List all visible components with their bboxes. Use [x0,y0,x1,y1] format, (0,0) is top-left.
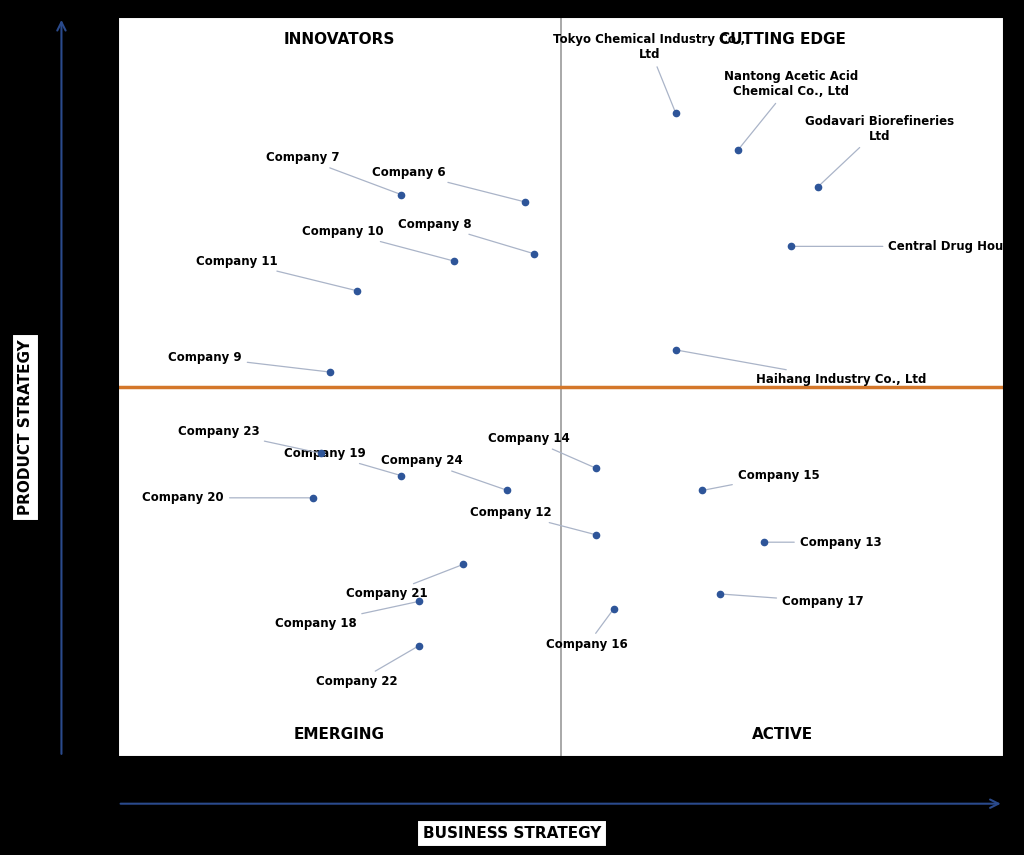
Text: Company 11: Company 11 [196,255,354,290]
Text: Central Drug House: Central Drug House [794,240,1019,253]
Text: Company 21: Company 21 [346,565,461,600]
Text: Company 14: Company 14 [487,432,594,467]
Text: Company 12: Company 12 [470,506,593,534]
Text: Company 9: Company 9 [168,351,328,372]
Text: Godavari Biorefineries
Ltd: Godavari Biorefineries Ltd [805,115,954,186]
Text: Company 6: Company 6 [372,166,522,201]
Text: Company 10: Company 10 [302,225,452,261]
Text: CUTTING EDGE: CUTTING EDGE [719,32,846,47]
Text: Nantong Acetic Acid
Chemical Co., Ltd: Nantong Acetic Acid Chemical Co., Ltd [724,70,858,148]
Text: Tokyo Chemical Industry Co.,
Ltd: Tokyo Chemical Industry Co., Ltd [553,33,745,110]
Text: Company 22: Company 22 [316,647,417,688]
Text: Company 19: Company 19 [284,447,398,475]
Text: Company 17: Company 17 [723,594,863,608]
Text: Company 13: Company 13 [767,536,882,549]
Text: Company 23: Company 23 [178,425,318,453]
Text: PRODUCT STRATEGY: PRODUCT STRATEGY [18,339,33,516]
Text: Company 18: Company 18 [275,602,416,630]
Text: Company 24: Company 24 [382,454,505,490]
Text: BUSINESS STRATEGY: BUSINESS STRATEGY [423,826,601,841]
Text: INNOVATORS: INNOVATORS [284,32,395,47]
Text: Company 20: Company 20 [142,492,310,504]
Text: ACTIVE: ACTIVE [752,727,813,742]
Text: EMERGING: EMERGING [294,727,385,742]
Text: Company 7: Company 7 [265,151,398,193]
Text: Company 8: Company 8 [398,218,531,253]
Text: Company 16: Company 16 [547,611,628,652]
Text: Haihang Industry Co., Ltd: Haihang Industry Co., Ltd [679,351,926,386]
Text: Company 15: Company 15 [706,469,819,490]
